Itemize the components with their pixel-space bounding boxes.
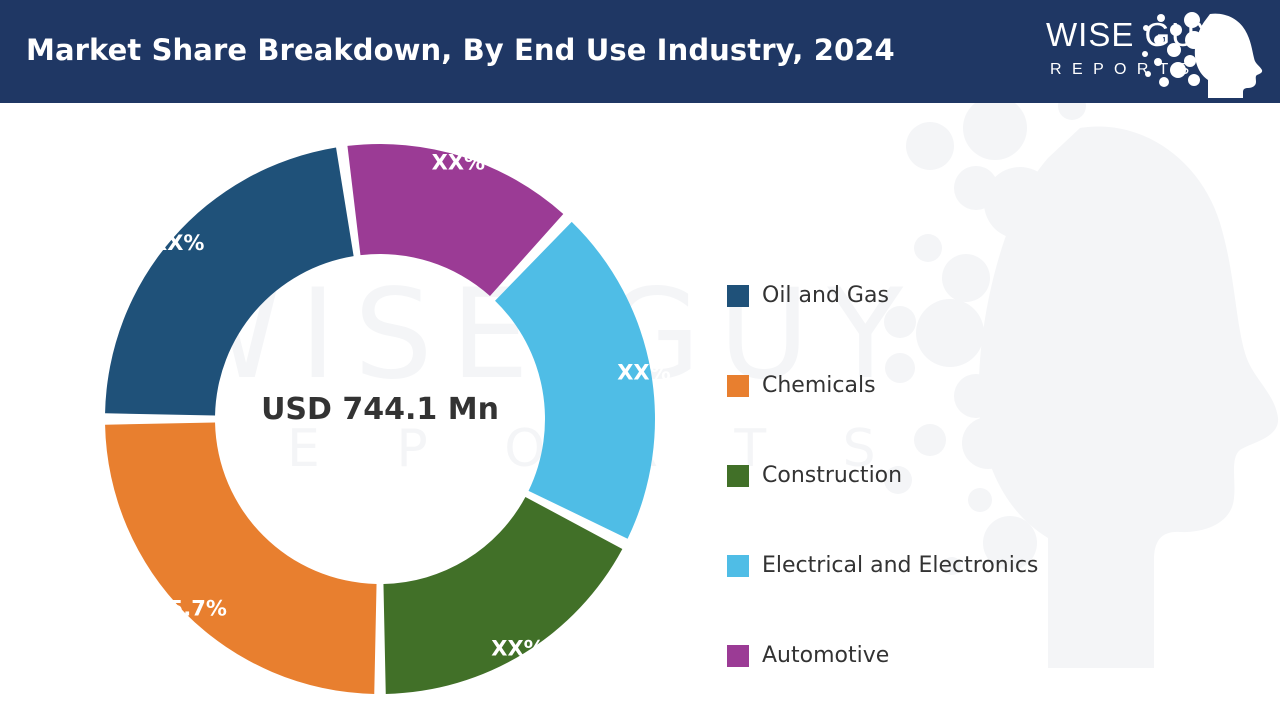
legend-item[interactable]: Construction xyxy=(727,431,1187,521)
donut-center-value: USD 744.1 Mn xyxy=(261,392,499,427)
donut-slice[interactable] xyxy=(347,144,564,296)
donut-slice[interactable] xyxy=(105,422,377,694)
chart-body: WISE GUY R E P O R T S XX% 25.7% XX% XX% XX%… xyxy=(0,103,1280,720)
donut-slice-label: 25.7% xyxy=(154,597,227,621)
donut-slice-label-group: XX% 25.7% XX% XX% XX% xyxy=(151,151,671,661)
legend-color-swatch xyxy=(727,465,749,487)
legend-item[interactable]: Electrical and Electronics xyxy=(727,521,1187,611)
logo-wordmark-line2: R E P O R T S xyxy=(1050,61,1192,78)
legend-item-label: Oil and Gas xyxy=(762,283,889,308)
legend-color-swatch xyxy=(727,285,749,307)
legend-color-swatch xyxy=(727,645,749,667)
page-title: Market Share Breakdown, By End Use Indus… xyxy=(26,33,895,67)
legend-color-swatch xyxy=(727,555,749,577)
legend-item-label: Construction xyxy=(762,463,903,488)
donut-slice-label: XX% xyxy=(432,151,485,175)
donut-slice-label: XX% xyxy=(617,360,670,384)
donut-slice-label: XX% xyxy=(151,231,204,255)
donut-slice-label: XX% xyxy=(491,637,544,661)
donut-slice-group xyxy=(105,144,655,694)
donut-slice[interactable] xyxy=(383,496,623,694)
wiseguy-head-profile-logo-icon xyxy=(1142,12,1263,98)
legend-item[interactable]: Oil and Gas xyxy=(727,251,1187,341)
donut-slice[interactable] xyxy=(105,147,354,416)
legend-item[interactable]: Automotive xyxy=(727,611,1187,701)
legend-item[interactable]: Chemicals xyxy=(727,341,1187,431)
logo-wordmark-line1: WISE GUY xyxy=(1046,16,1219,53)
donut-chart: XX% 25.7% XX% XX% XX% USD 744.1 Mn xyxy=(105,144,671,694)
legend-item-label: Electrical and Electronics xyxy=(762,553,1039,578)
legend-item-label: Automotive xyxy=(762,643,890,668)
donut-slice[interactable] xyxy=(495,221,655,539)
legend-color-swatch xyxy=(727,375,749,397)
wiseguy-reports-logo: WISE GUY R E P O R T S xyxy=(1046,12,1263,98)
header-bar: Market Share Breakdown, By End Use Indus… xyxy=(0,0,1280,103)
chart-legend: Oil and Gas Chemicals Construction Electric… xyxy=(727,251,1187,701)
legend-item-label: Chemicals xyxy=(762,373,876,398)
